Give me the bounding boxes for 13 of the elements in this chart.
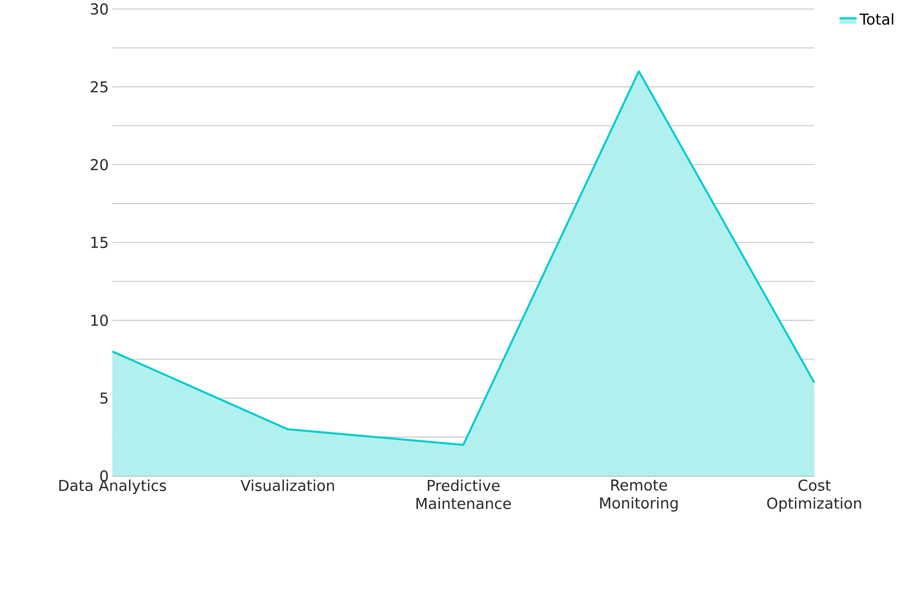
- x-tick-label: Remote Monitoring: [600, 480, 678, 512]
- x-tick-label: Data Analytics: [59, 480, 166, 494]
- x-tick-label: Cost Optimization: [767, 480, 862, 512]
- legend-label: Total: [860, 13, 894, 25]
- x-tick-label: Visualization: [240, 480, 334, 492]
- y-tick-label: 5: [100, 392, 108, 404]
- x-tick-label: Predictive Maintenance: [416, 480, 511, 510]
- y-tick-label: 10: [91, 314, 108, 326]
- y-tick-label: 15: [91, 237, 108, 248]
- y-tick-label: 0: [100, 470, 108, 482]
- y-tick-label: 20: [90, 159, 108, 170]
- y-tick-label: 30: [90, 3, 108, 15]
- y-tick-label: 25: [90, 81, 108, 93]
